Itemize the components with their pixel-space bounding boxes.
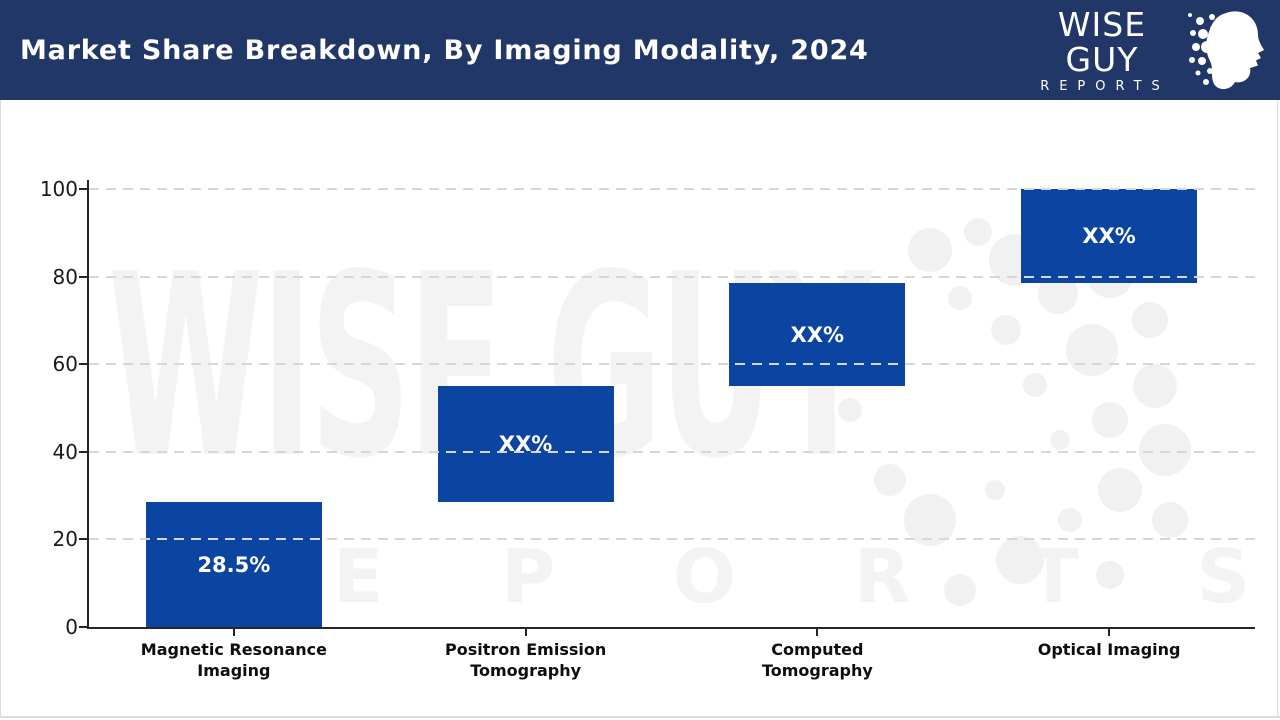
frame-right-line [1277, 100, 1278, 718]
x-category-label: Optical Imaging [959, 640, 1259, 661]
y-tick-mark [79, 188, 88, 190]
page-title: Market Share Breakdown, By Imaging Modal… [20, 34, 869, 66]
y-tick-label: 40 [52, 439, 78, 464]
wiseguy-logo: WISE GUY REPORTS [1022, 6, 1272, 96]
gridline [89, 275, 1255, 278]
x-category-label: Magnetic Resonance Imaging [84, 640, 384, 682]
frame-left-line [0, 100, 1, 718]
watermark-reports-text: R E P O R T S [158, 534, 1280, 620]
x-category-label-line: Imaging [197, 660, 271, 680]
y-tick-mark [79, 626, 88, 628]
y-tick-label: 0 [65, 615, 78, 639]
bar [437, 386, 614, 503]
x-category-label-line: Computed [771, 640, 864, 659]
x-tick-mark [232, 628, 235, 636]
gridline [89, 363, 1255, 366]
x-category-label: Positron Emission Tomography [376, 640, 676, 682]
bar-value-label: XX% [1082, 224, 1136, 249]
x-axis-line [87, 627, 1255, 629]
x-category-label-line: Tomography [761, 660, 873, 680]
y-axis-line [87, 180, 89, 629]
frame-bottom-line [0, 716, 1280, 718]
x-category-label-line: Magnetic Resonance [140, 640, 327, 659]
gridline [89, 450, 1255, 453]
bar [1021, 189, 1198, 284]
gridline [89, 188, 1255, 190]
wiseguy-logo-text: WISE GUY REPORTS [1022, 4, 1182, 95]
y-tick-mark [79, 538, 88, 541]
y-tick-mark [79, 275, 88, 278]
x-category-label: Computed Tomography [667, 640, 967, 682]
wiseguy-logo-title: WISE GUY [1057, 4, 1147, 79]
wiseguy-face-icon [1188, 11, 1264, 90]
x-category-label-line: Optical Imaging [1037, 640, 1181, 659]
gridline [89, 538, 1255, 541]
bar [145, 502, 322, 627]
y-tick-mark [79, 363, 88, 366]
x-tick-mark [524, 628, 527, 636]
bar-value-label: XX% [790, 322, 845, 347]
bar-value-label: XX% [498, 432, 553, 457]
x-tick-mark [816, 628, 819, 636]
header-bar: Market Share Breakdown, By Imaging Modal… [0, 0, 1280, 100]
bar-value-label: 28.5% [197, 552, 271, 577]
wiseguy-logo-subtitle: REPORTS [1040, 79, 1170, 95]
y-tick-label: 60 [52, 352, 78, 377]
bar [729, 283, 906, 387]
x-category-label-line: Tomography [470, 660, 582, 680]
x-tick-mark [1108, 628, 1111, 636]
y-tick-label: 100 [39, 177, 78, 201]
y-tick-mark [79, 450, 88, 453]
x-category-label-line: Positron Emission [445, 640, 607, 659]
y-tick-label: 80 [52, 264, 78, 289]
y-tick-label: 20 [52, 527, 78, 552]
